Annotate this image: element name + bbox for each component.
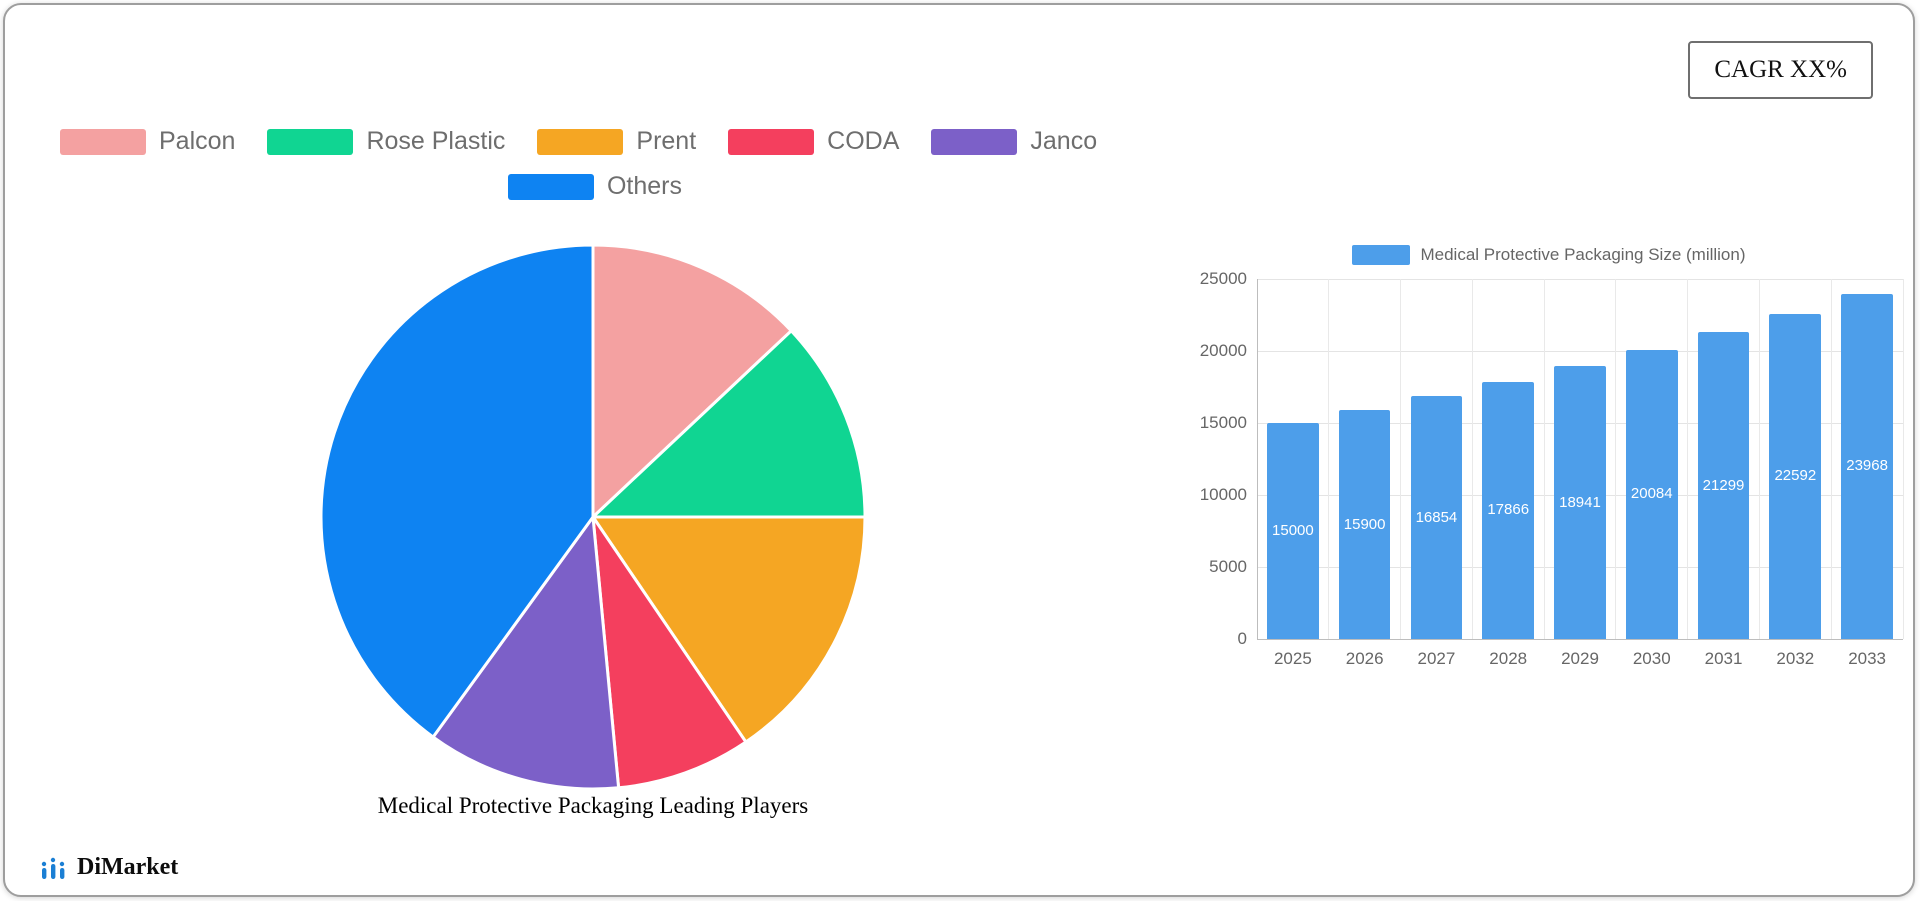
pie-slice-coda bbox=[591, 515, 748, 790]
bar-series-label: Medical Protective Packaging Size (milli… bbox=[1420, 245, 1746, 264]
bar-series-swatch bbox=[1352, 245, 1411, 265]
rose-plastic-swatch bbox=[267, 128, 354, 155]
bar-plot-area: 15000 15900 16854 17866 18941 20084 21299 22592… bbox=[1256, 278, 1904, 640]
y-tick-label-10000: 10000 bbox=[1199, 485, 1247, 504]
gridline-x-8 bbox=[1830, 279, 1832, 639]
gridline-x-3 bbox=[1471, 279, 1473, 639]
dimarket-brand: DiMarket bbox=[41, 854, 178, 881]
gridline-x-4 bbox=[1543, 279, 1545, 639]
bar-y-axis: 0 5000 10000 15000 20000 25000 bbox=[1191, 269, 1257, 648]
others-label: Others bbox=[606, 172, 683, 200]
bar-legend: Medical Protective Packaging Size (milli… bbox=[1191, 245, 1907, 265]
dimarket-wordmark: DiMarket bbox=[77, 854, 179, 880]
y-tick-label-25000: 25000 bbox=[1199, 269, 1247, 288]
gridline-x-2 bbox=[1400, 279, 1402, 639]
gridline-x-5 bbox=[1615, 279, 1617, 639]
report-canvas: CAGR XX% Palcon Rose Plastic Prent CODA bbox=[3, 3, 1915, 897]
bar-value-label-2033: 23968 bbox=[1846, 457, 1888, 475]
bar-value-label-2030: 20084 bbox=[1630, 485, 1673, 503]
bar-2030 bbox=[1625, 349, 1678, 639]
x-tick-label-2030: 2030 bbox=[1632, 649, 1671, 668]
gridline-x-9 bbox=[1902, 279, 1904, 639]
pie-slice-others bbox=[319, 243, 595, 739]
gridline-y-25000 bbox=[1257, 278, 1903, 280]
legend-item-palcon: Palcon bbox=[60, 127, 235, 156]
pie-slice-janco bbox=[431, 515, 621, 791]
pie-legend-row-2: Others bbox=[60, 172, 1130, 201]
pie-slice-palcon bbox=[591, 243, 793, 519]
dimarket-logo-icon bbox=[41, 857, 65, 879]
bar-2025 bbox=[1267, 423, 1319, 639]
prent-swatch bbox=[537, 128, 624, 155]
bar-value-label-2029: 18941 bbox=[1559, 493, 1601, 511]
gridline-x-0 bbox=[1256, 279, 1258, 639]
x-tick-label-2025: 2025 bbox=[1273, 649, 1312, 668]
gridline-y-0 bbox=[1257, 638, 1903, 640]
bar-value-label-2031: 21299 bbox=[1702, 476, 1745, 494]
janco-label: Janco bbox=[1030, 127, 1098, 155]
coda-label: CODA bbox=[827, 127, 900, 155]
cagr-badge: CAGR XX% bbox=[1688, 41, 1873, 99]
x-tick-label-2029: 2029 bbox=[1561, 649, 1599, 668]
prent-label: Prent bbox=[636, 127, 697, 155]
bar-value-label-2032: 22592 bbox=[1774, 467, 1817, 485]
pie-legend: Palcon Rose Plastic Prent CODA Janco bbox=[60, 127, 1130, 201]
x-tick-label-2031: 2031 bbox=[1704, 649, 1743, 668]
y-tick-label-15000: 15000 bbox=[1199, 413, 1247, 432]
bar-value-label-2028: 17866 bbox=[1487, 501, 1530, 519]
gridline-x-7 bbox=[1758, 279, 1760, 639]
janco-swatch bbox=[931, 128, 1018, 155]
bar-2029 bbox=[1554, 366, 1606, 639]
bar-x-axis: 2025 2026 2027 2028 2029 2030 2031 2032 2033 bbox=[1257, 639, 1903, 673]
x-tick-label-2033: 2033 bbox=[1848, 649, 1887, 668]
rose-plastic-label: Rose Plastic bbox=[366, 127, 506, 155]
gridline-x-1 bbox=[1328, 279, 1330, 639]
palcon-label: Palcon bbox=[159, 127, 236, 155]
gridline-y-20000 bbox=[1257, 350, 1903, 352]
bar-value-label-2027: 16854 bbox=[1415, 508, 1458, 526]
x-tick-label-2026: 2026 bbox=[1345, 649, 1384, 668]
bar-2032 bbox=[1769, 313, 1822, 639]
legend-item-others: Others bbox=[507, 172, 683, 201]
pie-slice-prent bbox=[591, 515, 867, 744]
bar-2026 bbox=[1338, 410, 1391, 639]
cagr-label: CAGR XX% bbox=[1714, 56, 1847, 83]
pie-slice-rose-plastic bbox=[591, 329, 867, 519]
pie-chart-title: Medical Protective Packaging Leading Pla… bbox=[377, 793, 809, 818]
bar-chart-section: Medical Protective Packaging Size (milli… bbox=[1191, 245, 1907, 673]
x-tick-label-2028: 2028 bbox=[1489, 649, 1528, 668]
gridline-x-6 bbox=[1687, 279, 1689, 639]
bar-chart: 0 5000 10000 15000 20000 25000 15000 15900 1685… bbox=[1191, 269, 1907, 648]
y-tick-label-0: 0 bbox=[1237, 629, 1247, 648]
y-tick-label-5000: 5000 bbox=[1209, 557, 1247, 576]
x-tick-label-2027: 2027 bbox=[1417, 649, 1456, 668]
legend-item-janco: Janco bbox=[931, 127, 1097, 156]
coda-swatch bbox=[728, 128, 815, 155]
bar-value-label-2025: 15000 bbox=[1272, 522, 1314, 539]
legend-item-prent: Prent bbox=[537, 127, 696, 156]
others-swatch bbox=[507, 173, 594, 200]
pie-legend-row-1: Palcon Rose Plastic Prent CODA Janco bbox=[60, 127, 1130, 156]
bar-value-label-2026: 15900 bbox=[1343, 515, 1386, 533]
palcon-swatch bbox=[60, 128, 146, 155]
legend-item-coda: CODA bbox=[728, 127, 899, 156]
y-tick-label-20000: 20000 bbox=[1199, 341, 1247, 360]
bar-2033 bbox=[1841, 293, 1893, 639]
bar-2031 bbox=[1697, 332, 1750, 639]
legend-item-rose-plastic: Rose Plastic bbox=[267, 127, 505, 156]
x-tick-label-2032: 2032 bbox=[1776, 649, 1815, 668]
bar-2027 bbox=[1410, 396, 1463, 639]
pie-chart bbox=[319, 243, 867, 791]
bar-2028 bbox=[1482, 381, 1535, 639]
